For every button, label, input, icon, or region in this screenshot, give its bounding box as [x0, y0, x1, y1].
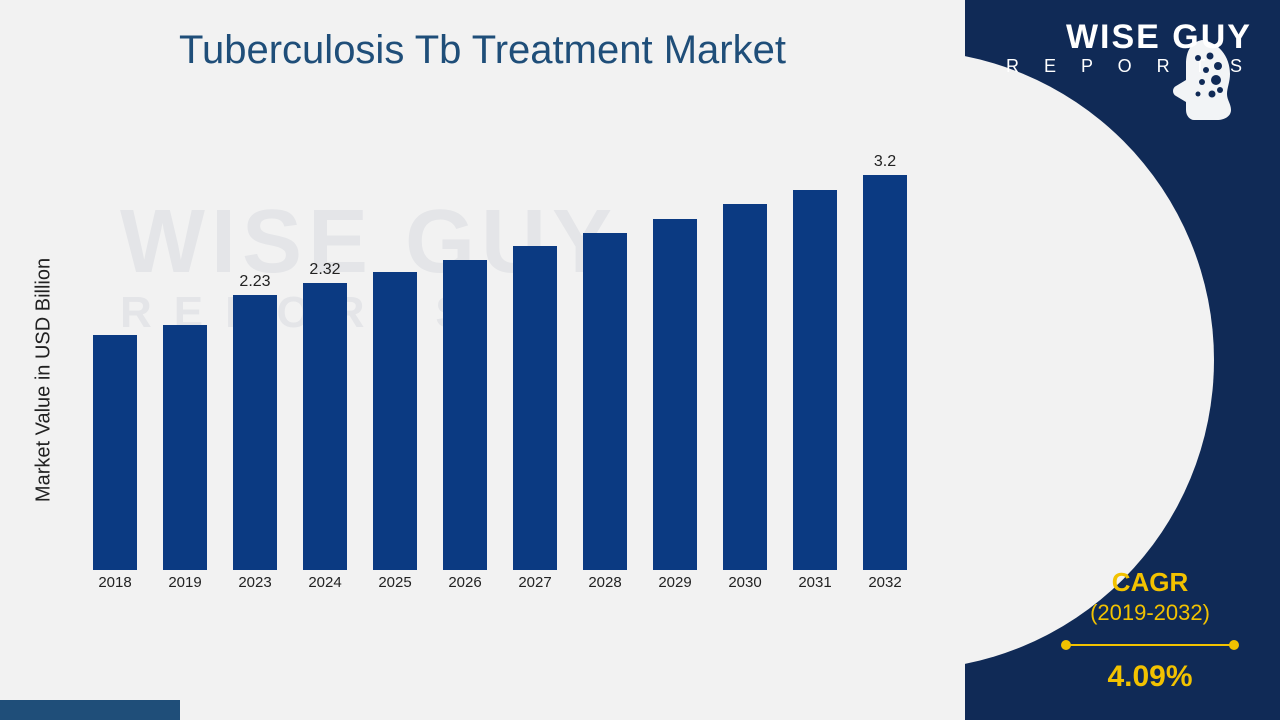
bar-value-label: 2.32 [309, 261, 340, 279]
plot-area: 2.23 2.32 3.2 [80, 150, 920, 570]
bar-slot: 2.32 [290, 150, 360, 570]
x-tick-label: 2032 [850, 574, 920, 591]
bar-slot: 3.2 [850, 150, 920, 570]
bar [793, 190, 838, 570]
cagr-block: CAGR (2019-2032) 4.09% [1020, 567, 1280, 694]
x-tick-label: 2018 [80, 574, 150, 591]
bar [723, 204, 768, 570]
bar [443, 260, 488, 570]
bar-slot [780, 150, 850, 570]
bar-slot [570, 150, 640, 570]
bar-group: 2.23 2.32 3.2 [80, 150, 920, 570]
bar-slot [500, 150, 570, 570]
bar [373, 272, 418, 570]
bar: 2.23 [233, 295, 278, 570]
bar-slot [360, 150, 430, 570]
y-axis-label: Market Value in USD Billion [33, 258, 56, 502]
bar-slot [80, 150, 150, 570]
divider-icon [1066, 644, 1234, 646]
x-tick-label: 2031 [780, 574, 850, 591]
x-tick-label: 2027 [500, 574, 570, 591]
bar-slot: 2.23 [220, 150, 290, 570]
report-graphic: WISE GUY REPORTS Tuberculosis Tb Treatme… [0, 0, 1280, 720]
bar [163, 325, 208, 570]
cagr-label: CAGR [1020, 567, 1280, 598]
bar [583, 233, 628, 570]
bar-value-label: 3.2 [874, 153, 896, 171]
x-tick-label: 2025 [360, 574, 430, 591]
cagr-value: 4.09% [1020, 660, 1280, 694]
chart-panel: WISE GUY REPORTS Tuberculosis Tb Treatme… [0, 0, 965, 700]
bar-slot [640, 150, 710, 570]
x-tick-label: 2028 [570, 574, 640, 591]
x-axis-labels: 2018201920232024202520262027202820292030… [80, 574, 920, 591]
footer-accent [0, 700, 180, 720]
cagr-range: (2019-2032) [1020, 600, 1280, 626]
bar-value-label: 2.23 [239, 273, 270, 291]
x-tick-label: 2024 [290, 574, 360, 591]
x-tick-label: 2029 [640, 574, 710, 591]
x-tick-label: 2026 [430, 574, 500, 591]
x-tick-label: 2030 [710, 574, 780, 591]
bar [93, 335, 138, 570]
chart-title: Tuberculosis Tb Treatment Market [0, 28, 965, 73]
bar [653, 219, 698, 570]
bar: 3.2 [863, 175, 908, 570]
bar [513, 246, 558, 570]
ai-head-icon [1158, 36, 1236, 124]
x-tick-label: 2023 [220, 574, 290, 591]
x-tick-label: 2019 [150, 574, 220, 591]
brand-logo: WISE GUY R E P O R T S [992, 20, 1252, 79]
bar-slot [150, 150, 220, 570]
bar: 2.32 [303, 283, 348, 570]
bar-slot [430, 150, 500, 570]
bar-slot [710, 150, 780, 570]
